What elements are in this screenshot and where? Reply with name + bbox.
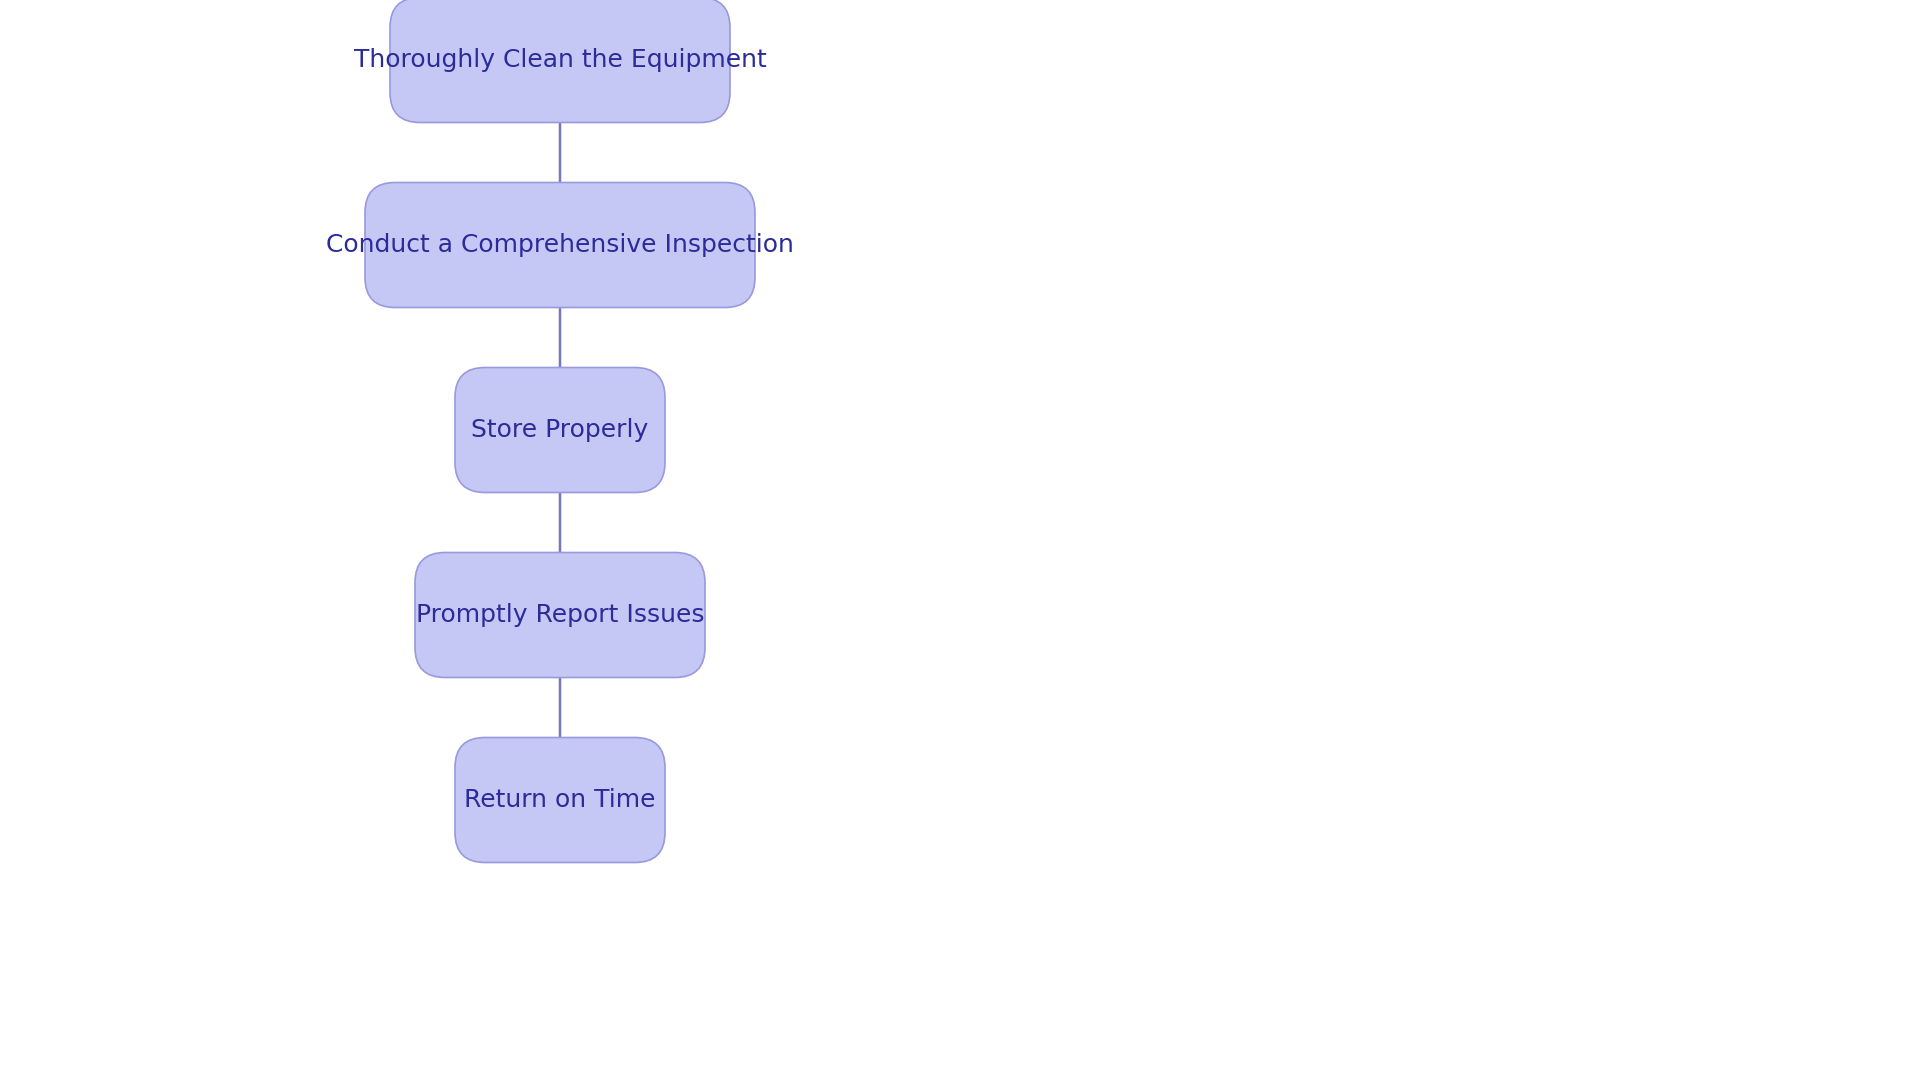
FancyBboxPatch shape: [455, 367, 664, 493]
Text: Thoroughly Clean the Equipment: Thoroughly Clean the Equipment: [353, 48, 766, 71]
FancyBboxPatch shape: [455, 738, 664, 862]
FancyBboxPatch shape: [365, 183, 755, 308]
FancyBboxPatch shape: [390, 0, 730, 122]
FancyBboxPatch shape: [415, 552, 705, 678]
Text: Return on Time: Return on Time: [465, 788, 657, 812]
Text: Promptly Report Issues: Promptly Report Issues: [417, 603, 705, 627]
Text: Store Properly: Store Properly: [472, 418, 649, 442]
Text: Conduct a Comprehensive Inspection: Conduct a Comprehensive Inspection: [326, 233, 795, 257]
